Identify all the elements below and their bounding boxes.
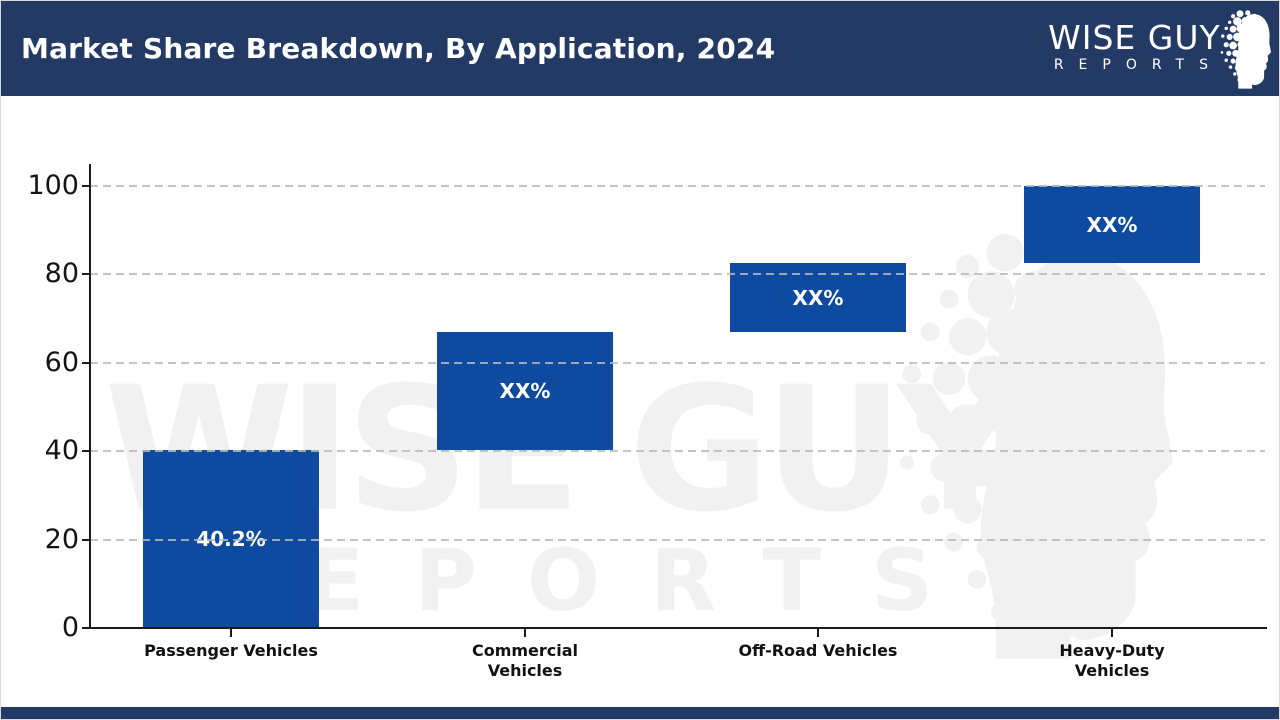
header-bar: Market Share Breakdown, By Application, … — [1, 1, 1279, 96]
brand-subtitle: REPORTS — [1053, 57, 1223, 73]
x-axis-category-label: Off-Road Vehicles — [698, 641, 938, 661]
x-axis-tick — [230, 629, 232, 637]
y-axis-tick — [82, 627, 90, 629]
y-axis-tick — [82, 361, 90, 364]
category-label-line: Commercial — [471, 641, 579, 660]
category-label-line: Vehicles — [487, 661, 563, 680]
y-axis-tick — [82, 538, 90, 541]
y-tick-label: 20 — [44, 523, 79, 555]
y-axis-line — [89, 164, 91, 629]
brand-name: WISE GUY — [1048, 18, 1221, 57]
bar-value-label: XX% — [1086, 212, 1138, 237]
y-tick-label: 80 — [44, 258, 79, 290]
brand-logo-text: WISE GUY REPORTS — [1046, 20, 1223, 74]
x-axis-tick — [1111, 629, 1113, 637]
gridline — [90, 450, 1265, 453]
y-tick-label: 60 — [44, 346, 79, 378]
category-label-line: Off-Road Vehicles — [738, 641, 898, 660]
bar-segment: XX% — [437, 331, 613, 451]
y-tick-label: 0 — [61, 612, 79, 643]
category-label-line: Heavy-Duty — [1059, 641, 1165, 660]
bar-segment: XX% — [1024, 186, 1200, 264]
y-axis-tick — [82, 273, 90, 276]
brand-face-icon — [1220, 10, 1271, 89]
gridline — [90, 273, 1265, 276]
x-axis-category-label: Passenger Vehicles — [111, 641, 351, 661]
x-axis-tick — [524, 629, 526, 637]
x-axis-tick — [817, 629, 819, 637]
bar-value-label: XX% — [499, 379, 551, 404]
gridline — [90, 361, 1265, 364]
y-axis-tick — [82, 185, 90, 187]
category-label-line: Vehicles — [1074, 661, 1150, 680]
category-label-line: Passenger Vehicles — [144, 641, 318, 660]
x-axis-category-label: Commercial Vehicles — [405, 641, 645, 681]
x-axis-line — [89, 627, 1267, 629]
y-tick-label: 100 — [27, 170, 79, 201]
x-axis-category-label: Heavy-Duty Vehicles — [992, 641, 1232, 681]
gridline — [90, 538, 1265, 541]
chart-area: WISE GUY REPORTS 40.2%XX%XX%XX%020406080… — [1, 96, 1279, 709]
y-axis-tick — [82, 450, 90, 453]
footer-bar — [1, 707, 1279, 719]
brand-logo: WISE GUY REPORTS — [1046, 7, 1271, 91]
bar-value-label: XX% — [792, 285, 844, 310]
page-title: Market Share Breakdown, By Application, … — [21, 32, 776, 65]
y-tick-label: 40 — [44, 435, 79, 467]
gridline — [90, 185, 1265, 187]
